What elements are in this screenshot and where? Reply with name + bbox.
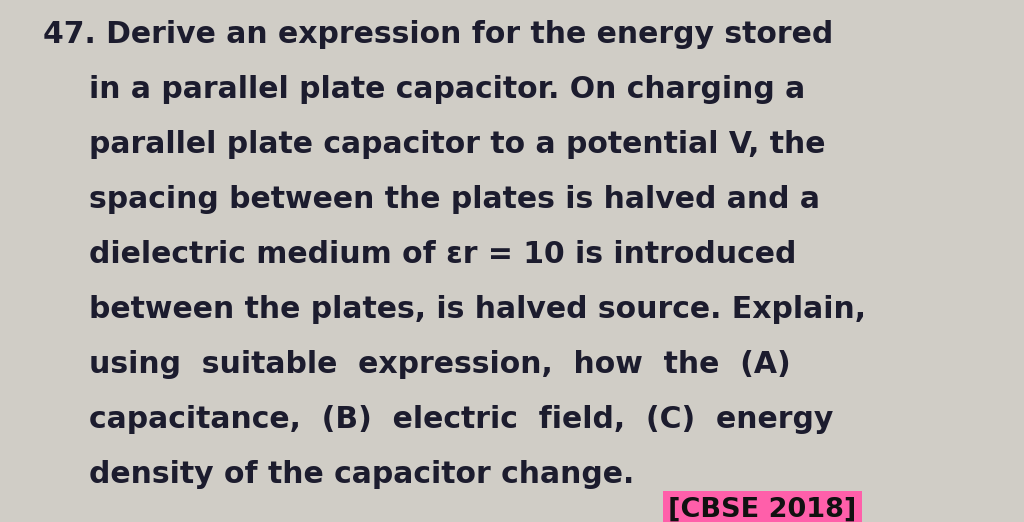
- Text: parallel plate capacitor to a potential V, the: parallel plate capacitor to a potential …: [89, 129, 825, 159]
- Text: using  suitable  expression,  how  the  (A): using suitable expression, how the (A): [89, 350, 791, 379]
- Text: in a parallel plate capacitor. On charging a: in a parallel plate capacitor. On chargi…: [89, 75, 805, 104]
- Text: density of the capacitor change.: density of the capacitor change.: [89, 460, 634, 489]
- Text: [CBSE 2018]: [CBSE 2018]: [669, 496, 857, 522]
- Text: 47. Derive an expression for the energy stored: 47. Derive an expression for the energy …: [43, 20, 833, 49]
- Text: between the plates, is halved source. Explain,: between the plates, is halved source. Ex…: [89, 295, 866, 324]
- Text: capacitance,  (B)  electric  field,  (C)  energy: capacitance, (B) electric field, (C) ene…: [89, 405, 834, 434]
- Text: dielectric medium of εr = 10 is introduced: dielectric medium of εr = 10 is introduc…: [89, 240, 797, 269]
- Text: spacing between the plates is halved and a: spacing between the plates is halved and…: [89, 185, 820, 213]
